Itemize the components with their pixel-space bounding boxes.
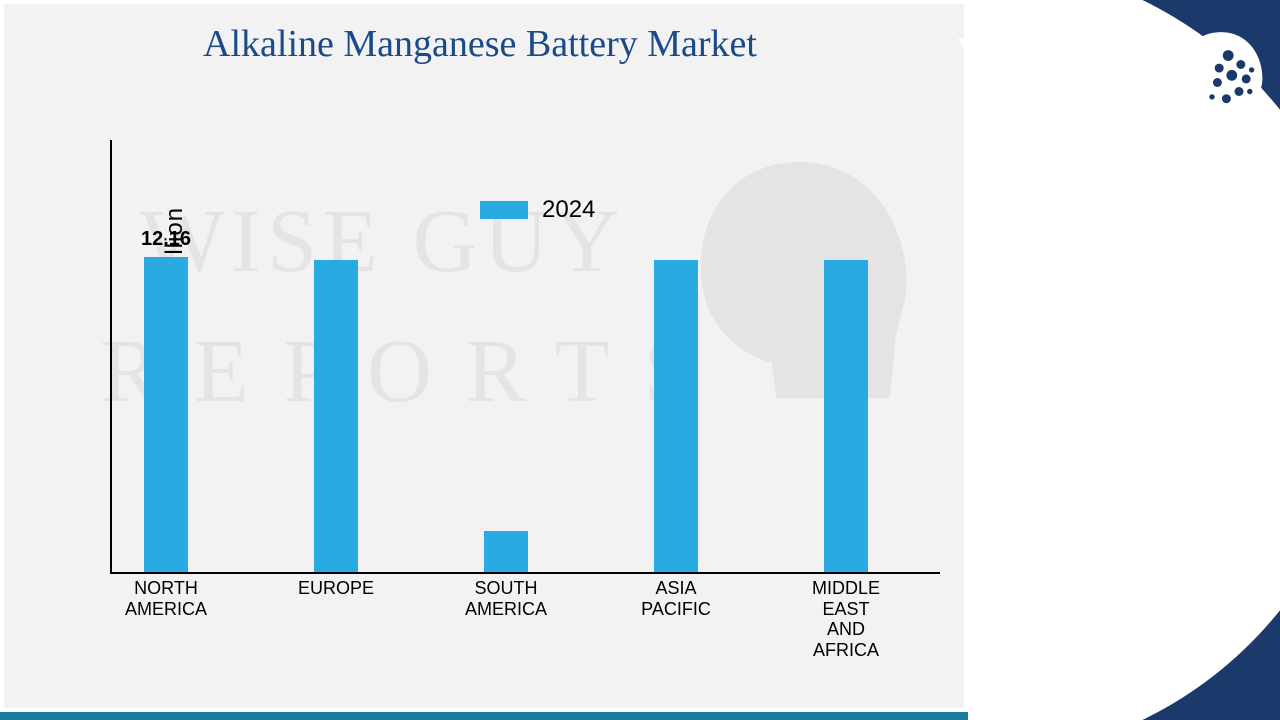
x-axis-category-label: SOUTH AMERICA — [431, 578, 581, 619]
x-axis-category-label: EUROPE — [261, 578, 411, 599]
bar — [824, 260, 868, 572]
x-axis-category-label: NORTH AMERICA — [91, 578, 241, 619]
legend: 2024 — [480, 196, 595, 224]
bar — [144, 257, 188, 572]
bar — [484, 531, 528, 572]
bar — [314, 260, 358, 572]
x-axis-category-label: ASIA PACIFIC — [601, 578, 751, 619]
logo-line1: WISE GUY — [958, 28, 1160, 75]
bar — [654, 260, 698, 572]
footer-strip — [0, 712, 968, 720]
x-axis-category-label: MIDDLE EAST AND AFRICA — [771, 578, 921, 661]
stage: WISE GUY REPORTS Alkaline Manganese Batt… — [0, 0, 1280, 720]
logo-text: WISE GUY REPORTS — [958, 28, 1160, 87]
axis-x-line — [110, 572, 940, 574]
legend-label: 2024 — [542, 196, 595, 224]
plot-area: NORTH AMERICA12.16EUROPESOUTH AMERICAASI… — [110, 246, 940, 572]
logo-head-icon — [1176, 28, 1266, 128]
bar-value-label: 12.16 — [141, 228, 191, 251]
legend-swatch — [480, 201, 528, 219]
